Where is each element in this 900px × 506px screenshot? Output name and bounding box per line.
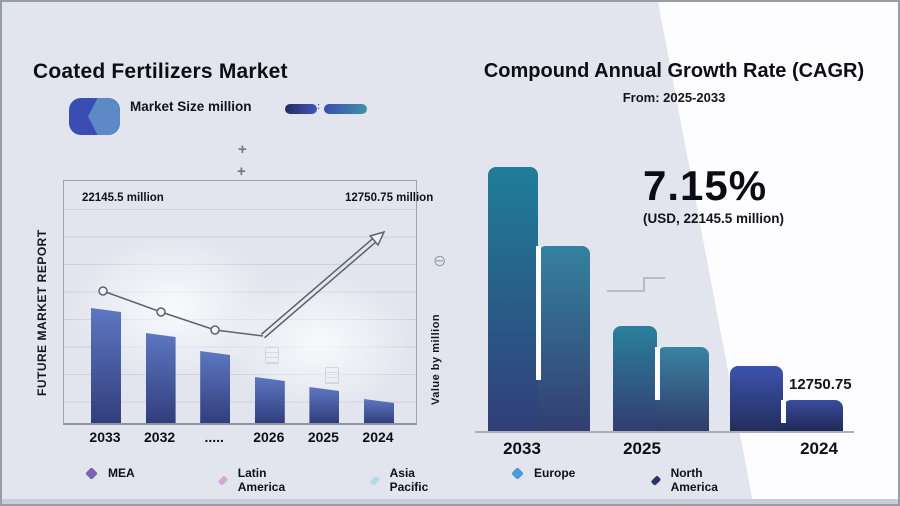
scale-pill-icon — [324, 104, 367, 114]
pill-separator: : — [317, 101, 320, 111]
legend-label: Europe — [534, 466, 576, 480]
end-value-label: 12750.75 million — [345, 192, 434, 204]
brand-capsule-facet — [88, 98, 120, 135]
legend-label: North America — [670, 466, 718, 494]
cagr-title: Compound Annual Growth Rate (CAGR) — [483, 60, 865, 82]
x-tick-label: 2025 — [307, 429, 339, 445]
market-size-bar-2026 — [254, 377, 285, 423]
legend-diamond-icon — [369, 474, 380, 486]
legend-diamond-icon — [217, 474, 229, 486]
x-tick-label: 2033 — [503, 439, 541, 458]
market-size-bar-2025 — [309, 387, 340, 423]
legend-label: Asia Pacific — [389, 466, 429, 494]
legend-item-europe: Europe — [511, 466, 576, 480]
legend-item-latin-america: Latin America — [217, 466, 288, 494]
plus-decoration: + — [237, 163, 246, 180]
cagr-bar-2033-b — [538, 246, 590, 433]
market-size-bar-2033 — [91, 308, 121, 423]
legend-diamond-icon — [85, 466, 98, 480]
cagr-bar-2024-b — [783, 400, 843, 433]
legend-label: MEA — [108, 466, 135, 480]
cagr-bar-2033-a — [488, 167, 538, 433]
legend-label: Latin America — [237, 466, 286, 494]
x-tick-label: 2024 — [362, 429, 394, 445]
watermark-icon — [325, 367, 339, 384]
value-axis-label: Value by million — [430, 313, 442, 405]
bar-slit — [781, 400, 786, 423]
market-size-label: Market Size million — [130, 99, 252, 114]
market-size-bar-..... — [200, 351, 231, 423]
cagr-subtitle: From: 2025-2033 — [622, 90, 726, 105]
legend-item-north-america: North America — [650, 466, 721, 494]
cagr-bar-2025-b — [657, 347, 709, 433]
legend-diamond-icon — [650, 474, 661, 486]
x-axis-line — [475, 431, 854, 433]
x-tick-label: ..... — [204, 429, 224, 445]
cagr-bar-2025-a — [613, 326, 657, 433]
legend-item-asia-pacific: Asia Pacific — [369, 466, 432, 494]
plus-decoration: + — [238, 141, 247, 158]
cagr-note: (USD, 22145.5 million) — [643, 211, 785, 226]
market-size-chart — [63, 180, 417, 425]
bar-value-label: 12750.75 — [789, 376, 852, 393]
x-tick-label: 2025 — [623, 439, 661, 458]
step-decoration — [607, 277, 665, 292]
x-tick-label: 2032 — [144, 429, 176, 445]
legend-diamond-icon — [511, 466, 524, 480]
start-value-label: 22145.5 million — [82, 192, 164, 204]
market-size-bar-2024 — [364, 399, 394, 423]
cagr-header: Compound Annual Growth Rate (CAGR) From:… — [454, 60, 894, 105]
watermark-icon — [265, 347, 279, 364]
bar-slit — [536, 246, 541, 380]
page-title: Coated Fertilizers Market — [33, 60, 288, 83]
cagr-value: 7.15% — [643, 162, 768, 209]
x-tick-label: 2033 — [89, 429, 121, 445]
cagr-bar-2024-a — [730, 366, 783, 433]
legend-item-mea: MEA — [85, 466, 135, 480]
minus-circle-icon: ⊖ — [433, 253, 447, 270]
bar-slit — [655, 347, 660, 400]
brand-capsule-icon — [69, 98, 120, 135]
frame-bottom-strip — [2, 499, 898, 504]
market-size-bar-2032 — [145, 333, 176, 423]
scale-pill-icon — [285, 104, 317, 114]
x-axis-labels: 2033 2032..... 2026 2025 2024 — [63, 429, 417, 447]
left-axis-watermark: FUTURE MARKET REPORT — [35, 229, 49, 396]
x-tick-label: 2024 — [800, 439, 838, 458]
x-tick-label: 2026 — [253, 429, 285, 445]
